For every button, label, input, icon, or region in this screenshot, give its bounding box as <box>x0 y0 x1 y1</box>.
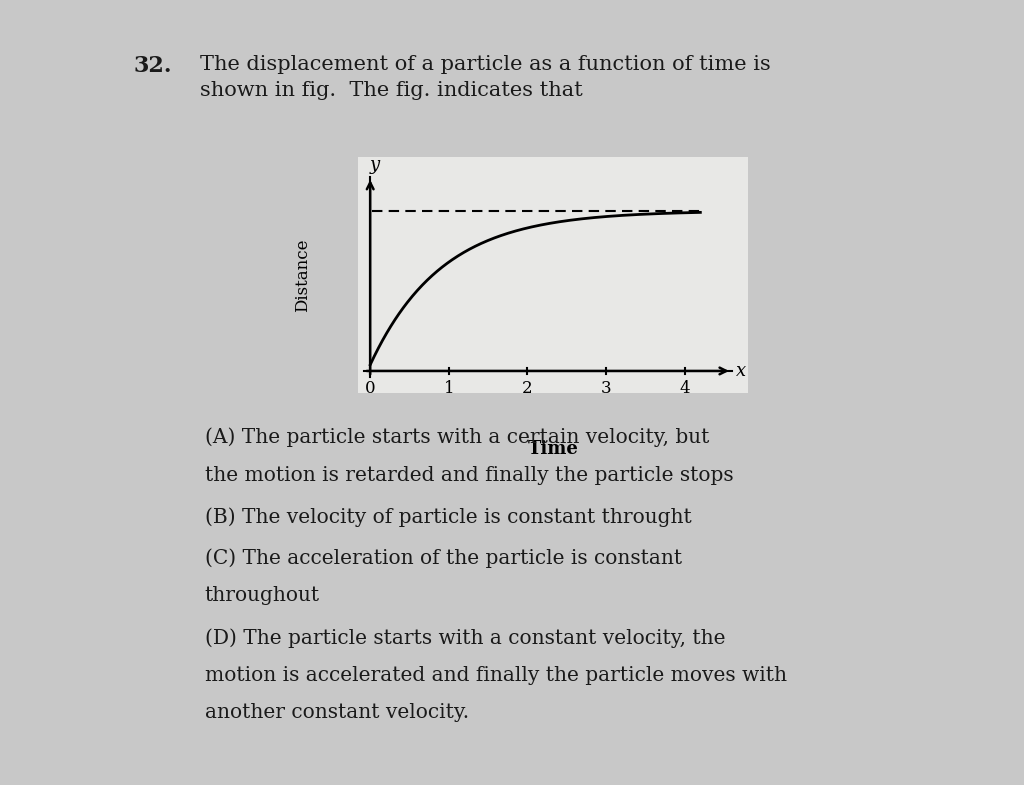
Text: (C) The acceleration of the particle is constant: (C) The acceleration of the particle is … <box>205 549 682 568</box>
Text: the motion is retarded and finally the particle stops: the motion is retarded and finally the p… <box>205 466 733 484</box>
Text: 0: 0 <box>365 380 376 397</box>
Text: Time: Time <box>527 440 579 458</box>
Text: 32.: 32. <box>133 55 172 77</box>
Text: The displacement of a particle as a function of time is
shown in fig.  The fig. : The displacement of a particle as a func… <box>200 55 770 100</box>
Text: 2: 2 <box>522 380 532 397</box>
Text: 1: 1 <box>443 380 454 397</box>
Text: (D) The particle starts with a constant velocity, the: (D) The particle starts with a constant … <box>205 628 725 648</box>
Text: 3: 3 <box>601 380 611 397</box>
Text: x: x <box>735 362 745 380</box>
Text: y: y <box>370 156 380 174</box>
Text: (B) The velocity of particle is constant throught: (B) The velocity of particle is constant… <box>205 507 691 527</box>
Text: Distance: Distance <box>294 238 310 312</box>
Text: motion is accelerated and finally the particle moves with: motion is accelerated and finally the pa… <box>205 666 786 685</box>
Text: throughout: throughout <box>205 586 319 605</box>
Text: another constant velocity.: another constant velocity. <box>205 703 469 722</box>
Text: 4: 4 <box>679 380 690 397</box>
Text: (A) The particle starts with a certain velocity, but: (A) The particle starts with a certain v… <box>205 428 710 447</box>
